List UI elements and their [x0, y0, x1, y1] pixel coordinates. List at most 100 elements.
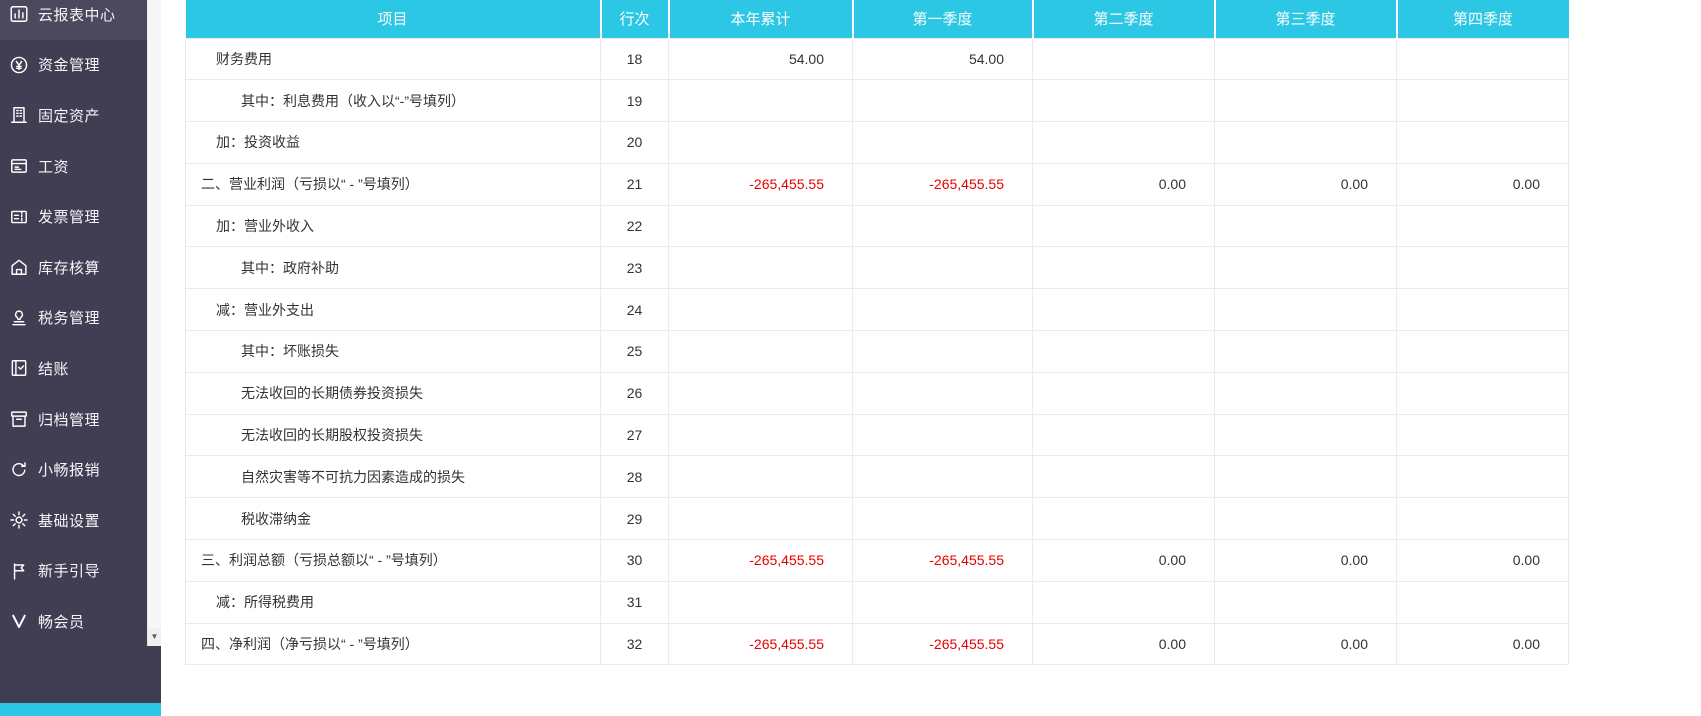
row-value-cell — [1214, 37, 1397, 81]
row-value-cell — [1396, 580, 1569, 624]
row-value-cell — [1032, 330, 1215, 373]
sidebar-item-fixed-assets[interactable]: 固定资产 — [0, 90, 147, 141]
row-value-cell — [1396, 288, 1569, 332]
sidebar-item-invoice[interactable]: 发票管理 — [0, 191, 147, 242]
table-row: 加：营业外收入 22 — [185, 204, 1569, 248]
row-value-cell — [1214, 246, 1397, 290]
row-value-cell — [1396, 330, 1569, 373]
row-line-number: 27 — [600, 413, 669, 457]
row-value-cell — [852, 455, 1033, 499]
sidebar-item-label: 税务管理 — [38, 310, 101, 328]
report-table-area: 项目 行次 本年累计 第一季度 第二季度 第三季度 第四季度 财务费用 18 54.00 54.0… — [185, 0, 1569, 666]
sidebar-item-settings[interactable]: 基础设置 — [0, 495, 147, 546]
sidebar-item-label: 库存核算 — [38, 259, 101, 277]
sidebar-item-label: 云报表中心 — [38, 6, 116, 24]
guide-icon — [9, 561, 29, 581]
row-line-number: 29 — [600, 497, 669, 541]
table-row: 自然灾害等不可抗力因素造成的损失 28 — [185, 455, 1569, 499]
sidebar-scrollbar[interactable]: ▼ — [147, 0, 161, 646]
column-header-0: 项目 — [185, 0, 602, 38]
row-value-cell — [668, 371, 853, 415]
row-value-cell — [668, 204, 853, 248]
table-row: 减：营业外支出 24 — [185, 288, 1569, 332]
table-row: 无法收回的长期股权投资损失 27 — [185, 413, 1569, 457]
sidebar-item-label: 资金管理 — [38, 57, 101, 75]
sidebar-menu: 云报表中心资金管理固定资产工资 发票管理库存核算税务管理结账归档管理小畅报销基础设… — [0, 0, 147, 647]
row-value-cell: 0.00 — [1214, 162, 1397, 206]
column-header-1: 行次 — [600, 0, 670, 38]
row-value-cell: -265,455.55 — [852, 162, 1033, 206]
row-value-cell: 0.00 — [1032, 539, 1215, 582]
row-line-number: 31 — [600, 580, 669, 624]
sidebar-item-archive[interactable]: 归档管理 — [0, 394, 147, 445]
table-row: 其中：利息费用（收入以“-”号填列） 19 — [185, 79, 1569, 123]
row-value-cell — [668, 288, 853, 332]
row-item-label: 加：营业外收入 — [185, 204, 601, 248]
sidebar-item-label: 固定资产 — [38, 107, 101, 125]
sidebar-item-label: 归档管理 — [38, 411, 101, 429]
sidebar-item-partial[interactable] — [0, 703, 161, 716]
row-value-cell — [1214, 330, 1397, 373]
sidebar-item-inventory[interactable]: 库存核算 — [0, 242, 147, 293]
sidebar-item-tax[interactable]: 税务管理 — [0, 293, 147, 344]
row-item-label: 无法收回的长期债券投资损失 — [185, 371, 601, 415]
building-icon — [9, 105, 29, 125]
row-line-number: 26 — [600, 371, 669, 415]
row-value-cell: -265,455.55 — [852, 622, 1033, 666]
row-value-cell — [1032, 121, 1215, 164]
sidebar-item-closing[interactable]: 结账 — [0, 343, 147, 394]
row-line-number: 24 — [600, 288, 669, 332]
sidebar-item-guide[interactable]: 新手引导 — [0, 546, 147, 597]
row-value-cell — [1032, 246, 1215, 290]
row-value-cell — [1396, 413, 1569, 457]
row-value-cell: -265,455.55 — [852, 539, 1033, 582]
row-item-label: 其中：政府补助 — [185, 246, 601, 290]
row-item-label: 减：所得税费用 — [185, 580, 601, 624]
row-line-number: 28 — [600, 455, 669, 499]
table-row: 三、利润总额（亏损总额以“ - ”号填列） 30 -265,455.55 -265,4… — [185, 539, 1569, 582]
closing-icon — [9, 358, 29, 378]
column-header-4: 第二季度 — [1032, 0, 1216, 38]
row-line-number: 18 — [600, 37, 669, 81]
row-value-cell — [852, 413, 1033, 457]
scroll-down-arrow-icon[interactable]: ▼ — [148, 628, 161, 646]
sidebar-item-reimburse[interactable]: 小畅报销 — [0, 444, 147, 495]
row-item-label: 减：营业外支出 — [185, 288, 601, 332]
sidebar-item-funds[interactable]: 资金管理 — [0, 40, 147, 91]
row-value-cell: 0.00 — [1214, 622, 1397, 666]
table-row: 其中：政府补助 23 — [185, 246, 1569, 290]
column-header-5: 第三季度 — [1214, 0, 1398, 38]
table-row: 其中：坏账损失 25 — [185, 330, 1569, 373]
row-value-cell: 54.00 — [668, 37, 853, 81]
sidebar-item-cloud-reports[interactable]: 云报表中心 — [0, 0, 147, 40]
row-line-number: 23 — [600, 246, 669, 290]
row-line-number: 32 — [600, 622, 669, 666]
row-item-label: 税收滞纳金 — [185, 497, 601, 541]
row-value-cell — [852, 79, 1033, 123]
row-item-label: 其中：坏账损失 — [185, 330, 601, 373]
invoice-icon — [9, 207, 29, 227]
row-value-cell — [668, 413, 853, 457]
table-row: 加：投资收益 20 — [185, 121, 1569, 164]
row-value-cell — [1396, 37, 1569, 81]
row-value-cell: 0.00 — [1032, 622, 1215, 666]
sidebar-item-salary[interactable]: 工资 — [0, 141, 147, 192]
row-value-cell — [852, 497, 1033, 541]
sidebar-item-label: 小畅报销 — [38, 462, 101, 480]
row-item-label: 加：投资收益 — [185, 121, 601, 164]
row-item-label: 自然灾害等不可抗力因素造成的损失 — [185, 455, 601, 499]
row-value-cell: 54.00 — [852, 37, 1033, 81]
sidebar-item-label: 新手引导 — [38, 563, 101, 581]
chart-icon — [9, 4, 29, 24]
row-value-cell — [852, 330, 1033, 373]
row-value-cell: 0.00 — [1396, 539, 1569, 582]
row-value-cell: -265,455.55 — [668, 622, 853, 666]
row-value-cell — [1396, 371, 1569, 415]
sidebar-item-member[interactable]: 畅会员 — [0, 596, 147, 647]
table-row: 二、营业利润（亏损以“ - ”号填列） 21 -265,455.55 -265,455… — [185, 162, 1569, 206]
row-value-cell — [852, 204, 1033, 248]
sidebar: 云报表中心资金管理固定资产工资 发票管理库存核算税务管理结账归档管理小畅报销基础设… — [0, 0, 161, 716]
row-value-cell — [1032, 413, 1215, 457]
settings-icon — [9, 510, 29, 530]
